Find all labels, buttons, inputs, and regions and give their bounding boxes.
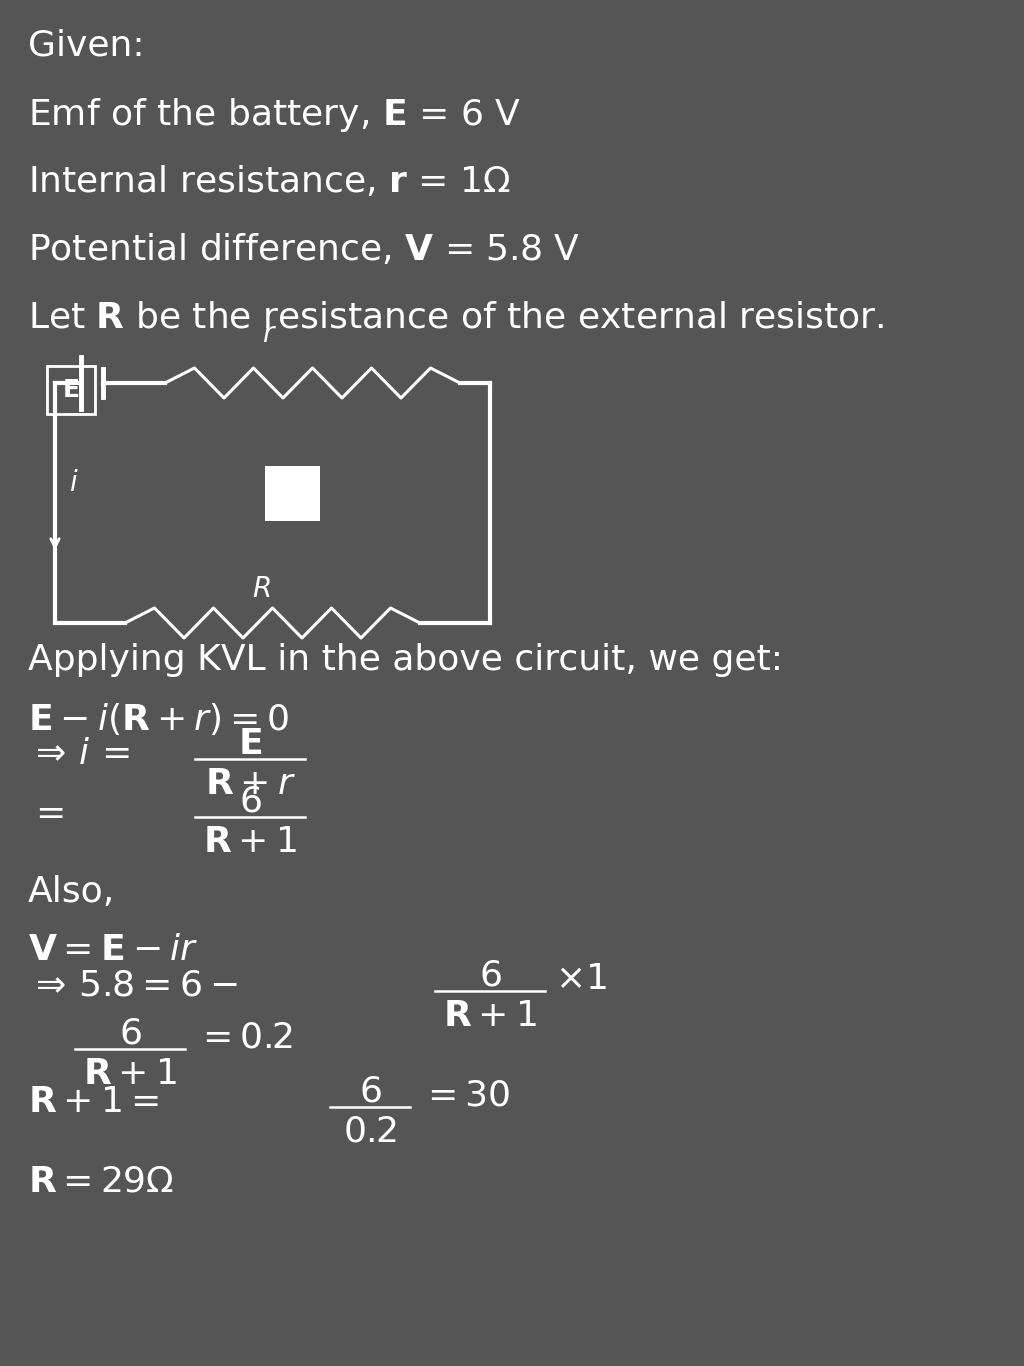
Text: $\mathbf{E} - i(\mathbf{R} + r) = 0$: $\mathbf{E} - i(\mathbf{R} + r) = 0$ (28, 701, 289, 738)
Text: $6$: $6$ (358, 1075, 381, 1109)
Text: $i$: $i$ (69, 469, 79, 497)
Text: $\Rightarrow\, 5.8 = 6 -$: $\Rightarrow\, 5.8 = 6 -$ (28, 968, 238, 1003)
Text: $\mathbf{R} + 1 =$: $\mathbf{R} + 1 =$ (28, 1085, 159, 1119)
Text: $6$: $6$ (119, 1018, 141, 1050)
Text: $\mathbf{E}$: $\mathbf{E}$ (238, 727, 262, 761)
Text: Also,: Also, (28, 876, 116, 908)
Text: $= 0.2$: $= 0.2$ (195, 1020, 293, 1055)
Text: Internal resistance, $\mathbf{r}$ = 1$\Omega$: Internal resistance, $\mathbf{r}$ = 1$\O… (28, 164, 511, 199)
Text: $\mathbf{R} + 1$: $\mathbf{R} + 1$ (83, 1057, 177, 1091)
Text: $\mathbf{E}$: $\mathbf{E}$ (62, 378, 80, 402)
Text: $r$: $r$ (262, 320, 278, 348)
FancyBboxPatch shape (47, 366, 95, 414)
Text: $6$: $6$ (478, 959, 502, 993)
Text: $6$: $6$ (239, 785, 261, 820)
Text: $\mathbf{R} + 1$: $\mathbf{R} + 1$ (203, 825, 297, 859)
Text: Potential difference, $\mathbf{V}$ = 5.8 V: Potential difference, $\mathbf{V}$ = 5.8… (28, 232, 581, 266)
Text: $= 30$: $= 30$ (420, 1078, 510, 1112)
Text: $\times 1$: $\times 1$ (555, 962, 607, 996)
Text: $\mathbf{R} = 29\Omega$: $\mathbf{R} = 29\Omega$ (28, 1165, 174, 1199)
Text: $=$: $=$ (28, 795, 63, 829)
Text: $\mathbf{R} + r$: $\mathbf{R} + r$ (205, 766, 296, 800)
Text: Let $\mathbf{R}$ be the resistance of the external resistor.: Let $\mathbf{R}$ be the resistance of th… (28, 301, 884, 335)
Text: $\mathbf{V} = \mathbf{E} - ir$: $\mathbf{V} = \mathbf{E} - ir$ (28, 933, 198, 967)
Text: Emf of the battery, $\mathbf{E}$ = 6 V: Emf of the battery, $\mathbf{E}$ = 6 V (28, 96, 521, 134)
Text: Applying KVL in the above circuit, we get:: Applying KVL in the above circuit, we ge… (28, 643, 783, 678)
Text: $R$: $R$ (253, 575, 271, 602)
Text: $0.2$: $0.2$ (343, 1115, 397, 1149)
Text: $\mathbf{R} + 1$: $\mathbf{R} + 1$ (443, 999, 537, 1033)
Bar (265, 466, 319, 520)
Text: Given:: Given: (28, 27, 144, 61)
Text: $\Rightarrow\, i\, =\,$: $\Rightarrow\, i\, =\,$ (28, 738, 130, 770)
